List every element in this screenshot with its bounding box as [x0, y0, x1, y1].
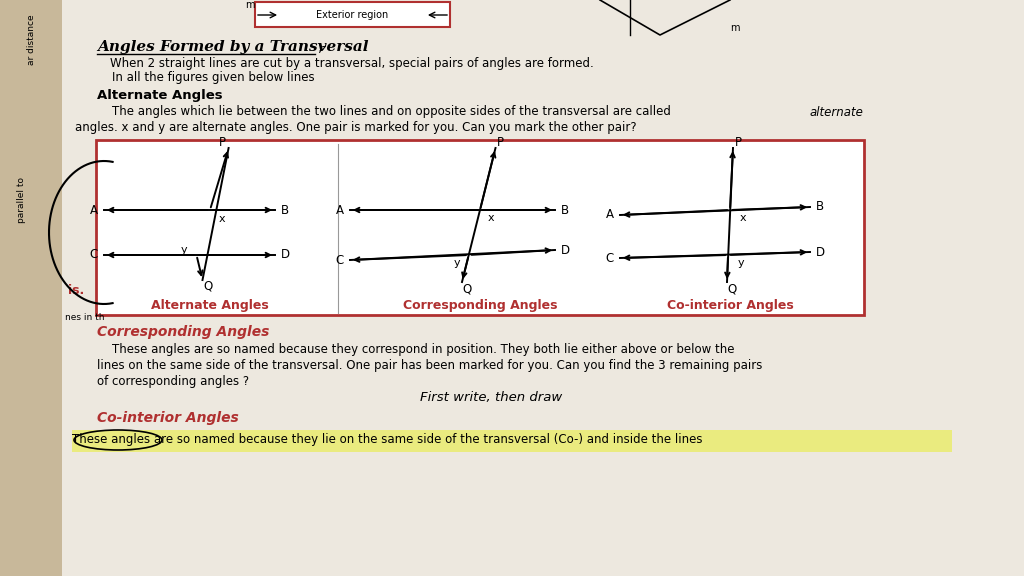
Text: In all the figures given below lines: In all the figures given below lines: [97, 71, 318, 85]
Text: y: y: [454, 258, 460, 268]
Text: B: B: [816, 200, 824, 214]
Text: B: B: [281, 203, 289, 217]
Text: Corresponding Angles: Corresponding Angles: [402, 298, 557, 312]
Text: Q: Q: [204, 279, 213, 293]
Text: m: m: [246, 0, 255, 10]
Text: C: C: [90, 248, 98, 262]
Text: parallel to: parallel to: [17, 177, 27, 223]
Text: P: P: [219, 135, 226, 149]
Text: Alternate Angles: Alternate Angles: [152, 298, 269, 312]
Text: The angles which lie between the two lines and on opposite sides of the transver: The angles which lie between the two lin…: [97, 105, 675, 119]
Text: When 2 straight lines are cut by a transversal, special pairs of angles are form: When 2 straight lines are cut by a trans…: [110, 56, 594, 70]
Text: x: x: [219, 214, 225, 224]
Text: is.: is.: [68, 283, 84, 297]
Text: P: P: [497, 135, 504, 149]
Bar: [72, 430, 952, 452]
Bar: [0, 0, 62, 576]
Text: Q: Q: [727, 282, 736, 295]
Text: angles. x and y are alternate angles. One pair is marked for you. Can you mark t: angles. x and y are alternate angles. On…: [75, 120, 637, 134]
Text: y: y: [737, 258, 744, 268]
Text: ar distance: ar distance: [28, 14, 37, 65]
Text: A: A: [336, 203, 344, 217]
Text: Corresponding Angles: Corresponding Angles: [97, 325, 269, 339]
Text: These angles are so named because they lie on the same side of the transversal (: These angles are so named because they l…: [72, 434, 702, 446]
Text: y: y: [180, 245, 186, 255]
Text: D: D: [560, 244, 569, 256]
Text: Q: Q: [463, 282, 472, 295]
Text: Angles Formed by a Transversal: Angles Formed by a Transversal: [97, 40, 369, 54]
Text: lines on the same side of the transversal. One pair has been marked for you. Can: lines on the same side of the transversa…: [97, 359, 763, 373]
Text: x: x: [739, 213, 746, 223]
Bar: [96, 140, 864, 315]
Text: ;-: ;-: [318, 40, 328, 54]
Text: C: C: [606, 252, 614, 264]
Bar: [255, 2, 450, 27]
Text: B: B: [561, 203, 569, 217]
Text: nes in th: nes in th: [65, 313, 104, 323]
Text: A: A: [90, 203, 98, 217]
Text: P: P: [734, 135, 741, 149]
Text: of corresponding angles ?: of corresponding angles ?: [97, 374, 249, 388]
Text: First write, then draw: First write, then draw: [420, 392, 562, 404]
Text: These angles are so named because they correspond in position. They both lie eit: These angles are so named because they c…: [97, 343, 734, 357]
Text: m: m: [730, 23, 739, 33]
Text: Exterior region: Exterior region: [315, 10, 388, 20]
Text: alternate: alternate: [810, 105, 864, 119]
Text: D: D: [281, 248, 290, 262]
Text: C: C: [336, 253, 344, 267]
Text: Co-interior Angles: Co-interior Angles: [667, 298, 794, 312]
Text: Co-interior Angles: Co-interior Angles: [97, 411, 239, 425]
Text: x: x: [487, 213, 495, 223]
Text: Alternate Angles: Alternate Angles: [97, 89, 222, 101]
Text: D: D: [815, 245, 824, 259]
Text: A: A: [606, 209, 614, 222]
